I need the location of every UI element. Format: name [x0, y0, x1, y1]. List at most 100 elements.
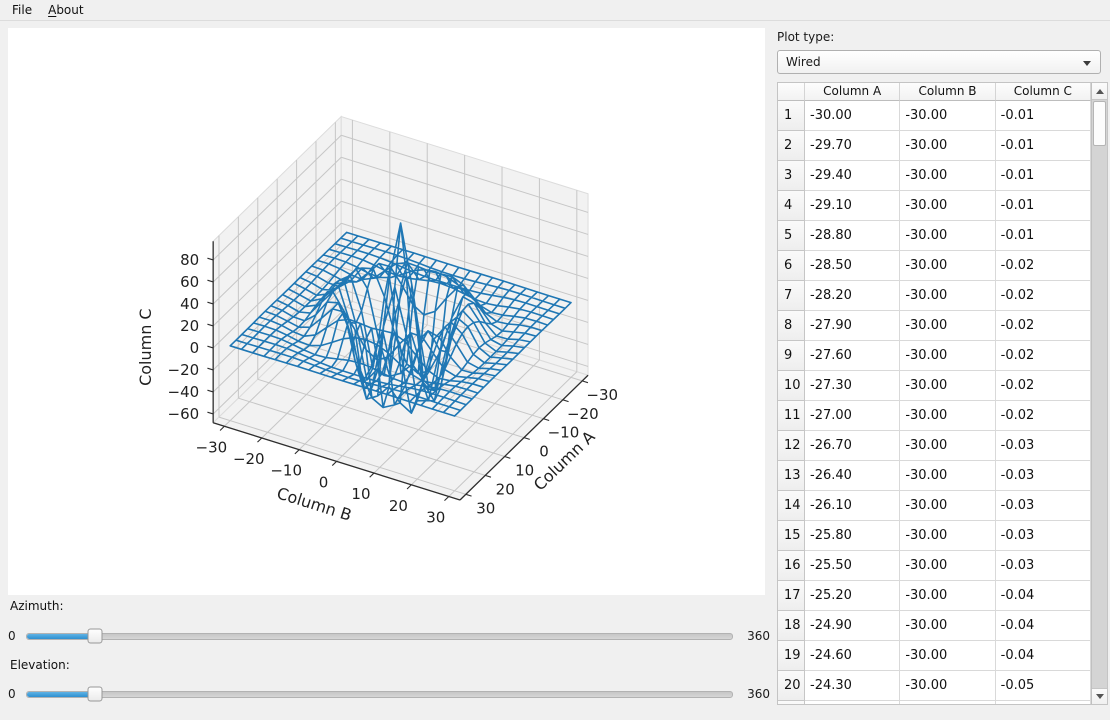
row-number-cell[interactable]: 6 — [778, 251, 805, 281]
table-cell[interactable]: -0.01 — [995, 161, 1091, 191]
table-cell[interactable]: -30.00 — [900, 401, 996, 431]
table-cell[interactable]: -30.00 — [900, 551, 996, 581]
table-cell[interactable]: -0.01 — [995, 101, 1091, 131]
table-cell[interactable]: -30.00 — [900, 101, 996, 131]
table-cell[interactable]: -27.90 — [805, 311, 901, 341]
elevation-slider-handle[interactable] — [87, 686, 103, 702]
scrollbar-thumb[interactable] — [1093, 101, 1106, 146]
table-cell[interactable]: -30.00 — [805, 101, 901, 131]
column-header-c[interactable]: Column C — [995, 83, 1091, 101]
column-header-a[interactable]: Column A — [805, 83, 901, 101]
table-row[interactable]: 14 -26.10 -30.00 -0.03 — [778, 491, 1091, 521]
table-cell[interactable]: -30.00 — [900, 581, 996, 611]
table-cell[interactable]: -0.02 — [995, 281, 1091, 311]
table-cell[interactable]: -26.10 — [805, 491, 901, 521]
row-number-cell[interactable]: 1 — [778, 101, 805, 131]
table-cell[interactable]: -0.03 — [995, 551, 1091, 581]
table-cell[interactable]: -29.40 — [805, 161, 901, 191]
table-cell[interactable]: -30.00 — [900, 611, 996, 641]
table-cell[interactable]: -25.50 — [805, 551, 901, 581]
scroll-down-button[interactable] — [1092, 688, 1107, 704]
table-cell[interactable]: -30.00 — [900, 641, 996, 671]
row-number-cell[interactable]: 3 — [778, 161, 805, 191]
table-cell[interactable] — [805, 701, 901, 704]
table-cell[interactable]: -29.70 — [805, 131, 901, 161]
table-cell[interactable]: -27.60 — [805, 341, 901, 371]
table-cell[interactable]: -27.00 — [805, 401, 901, 431]
row-number-cell[interactable]: 11 — [778, 401, 805, 431]
row-number-cell[interactable]: 16 — [778, 551, 805, 581]
table-scrollbar[interactable] — [1091, 83, 1107, 704]
row-number-cell[interactable]: 10 — [778, 371, 805, 401]
table-cell[interactable]: -30.00 — [900, 251, 996, 281]
table-cell[interactable]: -0.05 — [995, 671, 1091, 701]
table-cell[interactable]: -28.50 — [805, 251, 901, 281]
table-cell[interactable]: -0.02 — [995, 371, 1091, 401]
table-row[interactable]: 15 -25.80 -30.00 -0.03 — [778, 521, 1091, 551]
scroll-up-button[interactable] — [1092, 83, 1107, 100]
row-number-cell[interactable]: 14 — [778, 491, 805, 521]
table-row[interactable]: 3 -29.40 -30.00 -0.01 — [778, 161, 1091, 191]
table-cell[interactable]: -30.00 — [900, 671, 996, 701]
table-cell[interactable]: -24.60 — [805, 641, 901, 671]
table-cell[interactable]: -30.00 — [900, 371, 996, 401]
row-number-cell[interactable]: 15 — [778, 521, 805, 551]
table-cell[interactable]: -0.01 — [995, 131, 1091, 161]
column-header-b[interactable]: Column B — [900, 83, 996, 101]
table-cell[interactable]: -0.03 — [995, 491, 1091, 521]
table-cell[interactable]: -0.03 — [995, 461, 1091, 491]
table-cell[interactable]: -30.00 — [900, 461, 996, 491]
table-cell[interactable]: -0.04 — [995, 611, 1091, 641]
row-number-cell[interactable]: 2 — [778, 131, 805, 161]
row-number-cell[interactable]: 12 — [778, 431, 805, 461]
row-number-cell[interactable]: 4 — [778, 191, 805, 221]
table-row[interactable]: 6 -28.50 -30.00 -0.02 — [778, 251, 1091, 281]
table-cell[interactable]: -0.02 — [995, 341, 1091, 371]
table-cell[interactable]: -30.00 — [900, 491, 996, 521]
table-cell[interactable]: -24.90 — [805, 611, 901, 641]
table-cell[interactable]: -30.00 — [900, 131, 996, 161]
row-number-cell[interactable]: 19 — [778, 641, 805, 671]
table-cell[interactable]: -30.00 — [900, 161, 996, 191]
table-row[interactable]: 2 -29.70 -30.00 -0.01 — [778, 131, 1091, 161]
table-cell[interactable]: -0.02 — [995, 401, 1091, 431]
row-number-cell[interactable]: 17 — [778, 581, 805, 611]
table-cell[interactable]: -30.00 — [900, 431, 996, 461]
table-cell[interactable]: -30.00 — [900, 281, 996, 311]
plot-type-combobox[interactable]: Wired — [777, 50, 1101, 74]
row-number-cell[interactable]: 18 — [778, 611, 805, 641]
azimuth-slider[interactable] — [26, 628, 733, 644]
table-cell[interactable] — [900, 701, 996, 704]
table-row[interactable]: 18 -24.90 -30.00 -0.04 — [778, 611, 1091, 641]
table-cell[interactable] — [995, 701, 1091, 704]
row-number-cell[interactable]: 20 — [778, 671, 805, 701]
elevation-slider[interactable] — [26, 686, 733, 702]
table-row[interactable]: 16 -25.50 -30.00 -0.03 — [778, 551, 1091, 581]
table-cell[interactable]: -0.04 — [995, 641, 1091, 671]
row-number-cell[interactable]: 9 — [778, 341, 805, 371]
table-row[interactable]: 13 -26.40 -30.00 -0.03 — [778, 461, 1091, 491]
table-row[interactable]: 9 -27.60 -30.00 -0.02 — [778, 341, 1091, 371]
table-row[interactable]: 4 -29.10 -30.00 -0.01 — [778, 191, 1091, 221]
table-cell[interactable]: -27.30 — [805, 371, 901, 401]
row-number-cell[interactable]: 7 — [778, 281, 805, 311]
table-cell[interactable]: -25.80 — [805, 521, 901, 551]
table-cell[interactable]: -0.03 — [995, 521, 1091, 551]
table-cell[interactable]: -0.03 — [995, 431, 1091, 461]
table-cell[interactable]: -26.70 — [805, 431, 901, 461]
azimuth-slider-handle[interactable] — [87, 628, 103, 644]
table-row[interactable] — [778, 701, 1091, 704]
table-cell[interactable]: -28.20 — [805, 281, 901, 311]
table-cell[interactable]: -25.20 — [805, 581, 901, 611]
table-cell[interactable]: -26.40 — [805, 461, 901, 491]
table-row[interactable]: 8 -27.90 -30.00 -0.02 — [778, 311, 1091, 341]
table-row[interactable]: 11 -27.00 -30.00 -0.02 — [778, 401, 1091, 431]
table-row[interactable]: 10 -27.30 -30.00 -0.02 — [778, 371, 1091, 401]
table-row[interactable]: 1 -30.00 -30.00 -0.01 — [778, 101, 1091, 131]
table-cell[interactable]: -28.80 — [805, 221, 901, 251]
table-cell[interactable]: -0.02 — [995, 311, 1091, 341]
row-number-cell[interactable] — [778, 701, 805, 704]
table-row[interactable]: 17 -25.20 -30.00 -0.04 — [778, 581, 1091, 611]
table-row[interactable]: 7 -28.20 -30.00 -0.02 — [778, 281, 1091, 311]
table-cell[interactable]: -24.30 — [805, 671, 901, 701]
